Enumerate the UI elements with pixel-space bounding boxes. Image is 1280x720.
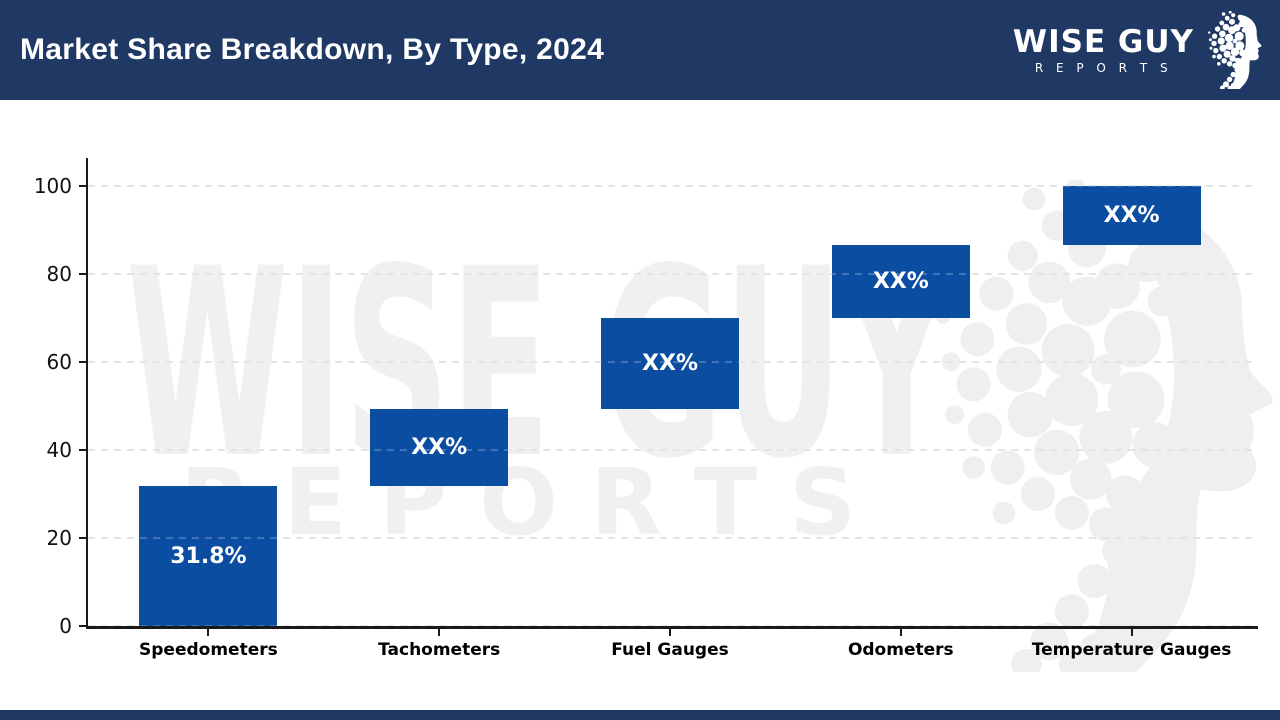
logo-line2: R E P O R T S (1034, 60, 1173, 75)
logo-head-icon (1208, 11, 1262, 89)
gridline-y100 (88, 185, 1258, 187)
watermark-line1: WISE GUY (126, 238, 952, 516)
y-tick-label: 40 (46, 438, 72, 462)
gridline-y80 (88, 273, 1258, 275)
y-tick-label: 100 (33, 174, 72, 198)
bar-value-label: XX% (872, 268, 929, 294)
x-category-label: Temperature Gauges (1031, 640, 1232, 660)
y-tick-label: 0 (59, 614, 72, 638)
y-tick (79, 537, 88, 539)
x-category-label: Odometers (847, 640, 954, 660)
x-tick (1130, 627, 1133, 636)
x-category-label: Tachometers (378, 640, 501, 660)
bar-value-label: 31.8% (170, 543, 247, 569)
footer-bar (0, 710, 1280, 720)
watermark-text: WISE GUY R E P O R T S (126, 238, 952, 548)
x-tick (899, 627, 902, 636)
logo-line1: WISE GUY (1012, 23, 1194, 60)
gridline-overlay-y100 (88, 185, 1258, 187)
bar-tachometers: XX% (370, 408, 509, 487)
y-tick-label: 60 (46, 350, 72, 374)
y-tick (79, 361, 88, 363)
gridline-overlay-y40 (88, 449, 1258, 451)
x-tick (438, 627, 441, 636)
bar-value-label: XX% (642, 350, 698, 376)
watermark-line2: R E P O R T S (180, 449, 856, 548)
y-tick-label: 80 (46, 262, 72, 286)
y-tick (79, 449, 88, 451)
logo-wordmark: WISE GUY R E P O R T S (1012, 23, 1194, 75)
bar-value-label: XX% (411, 434, 468, 460)
bar-speedometers: 31.8% (139, 486, 278, 626)
x-tick (207, 627, 210, 636)
gridline-overlay-y20 (88, 537, 1258, 539)
x-tick (669, 627, 671, 636)
bar-value-label: XX% (1103, 202, 1160, 228)
gridline-overlay-y60 (88, 361, 1258, 363)
wise-guy-logo: WISE GUY R E P O R T S (1013, 11, 1262, 89)
x-axis-line (86, 626, 1258, 629)
y-tick (79, 185, 88, 187)
page-title: Market Share Breakdown, By Type, 2024 (20, 33, 605, 66)
x-category-label: Fuel Gauges (611, 640, 729, 660)
y-tick-label: 20 (46, 526, 72, 550)
y-axis-line (86, 158, 88, 628)
header-bar: Market Share Breakdown, By Type, 2024 WI… (0, 0, 1280, 100)
y-tick (79, 625, 88, 627)
gridline-y40 (88, 449, 1258, 451)
bar-odometers: XX% (831, 244, 970, 318)
x-category-label: Speedometers (139, 640, 278, 660)
bar-fuel-gauges: XX% (601, 318, 739, 409)
gridline-overlay-y80 (88, 273, 1258, 275)
gridline-y20 (88, 537, 1258, 539)
bar-temperature-gauges: XX% (1062, 186, 1201, 245)
y-tick (79, 273, 88, 275)
